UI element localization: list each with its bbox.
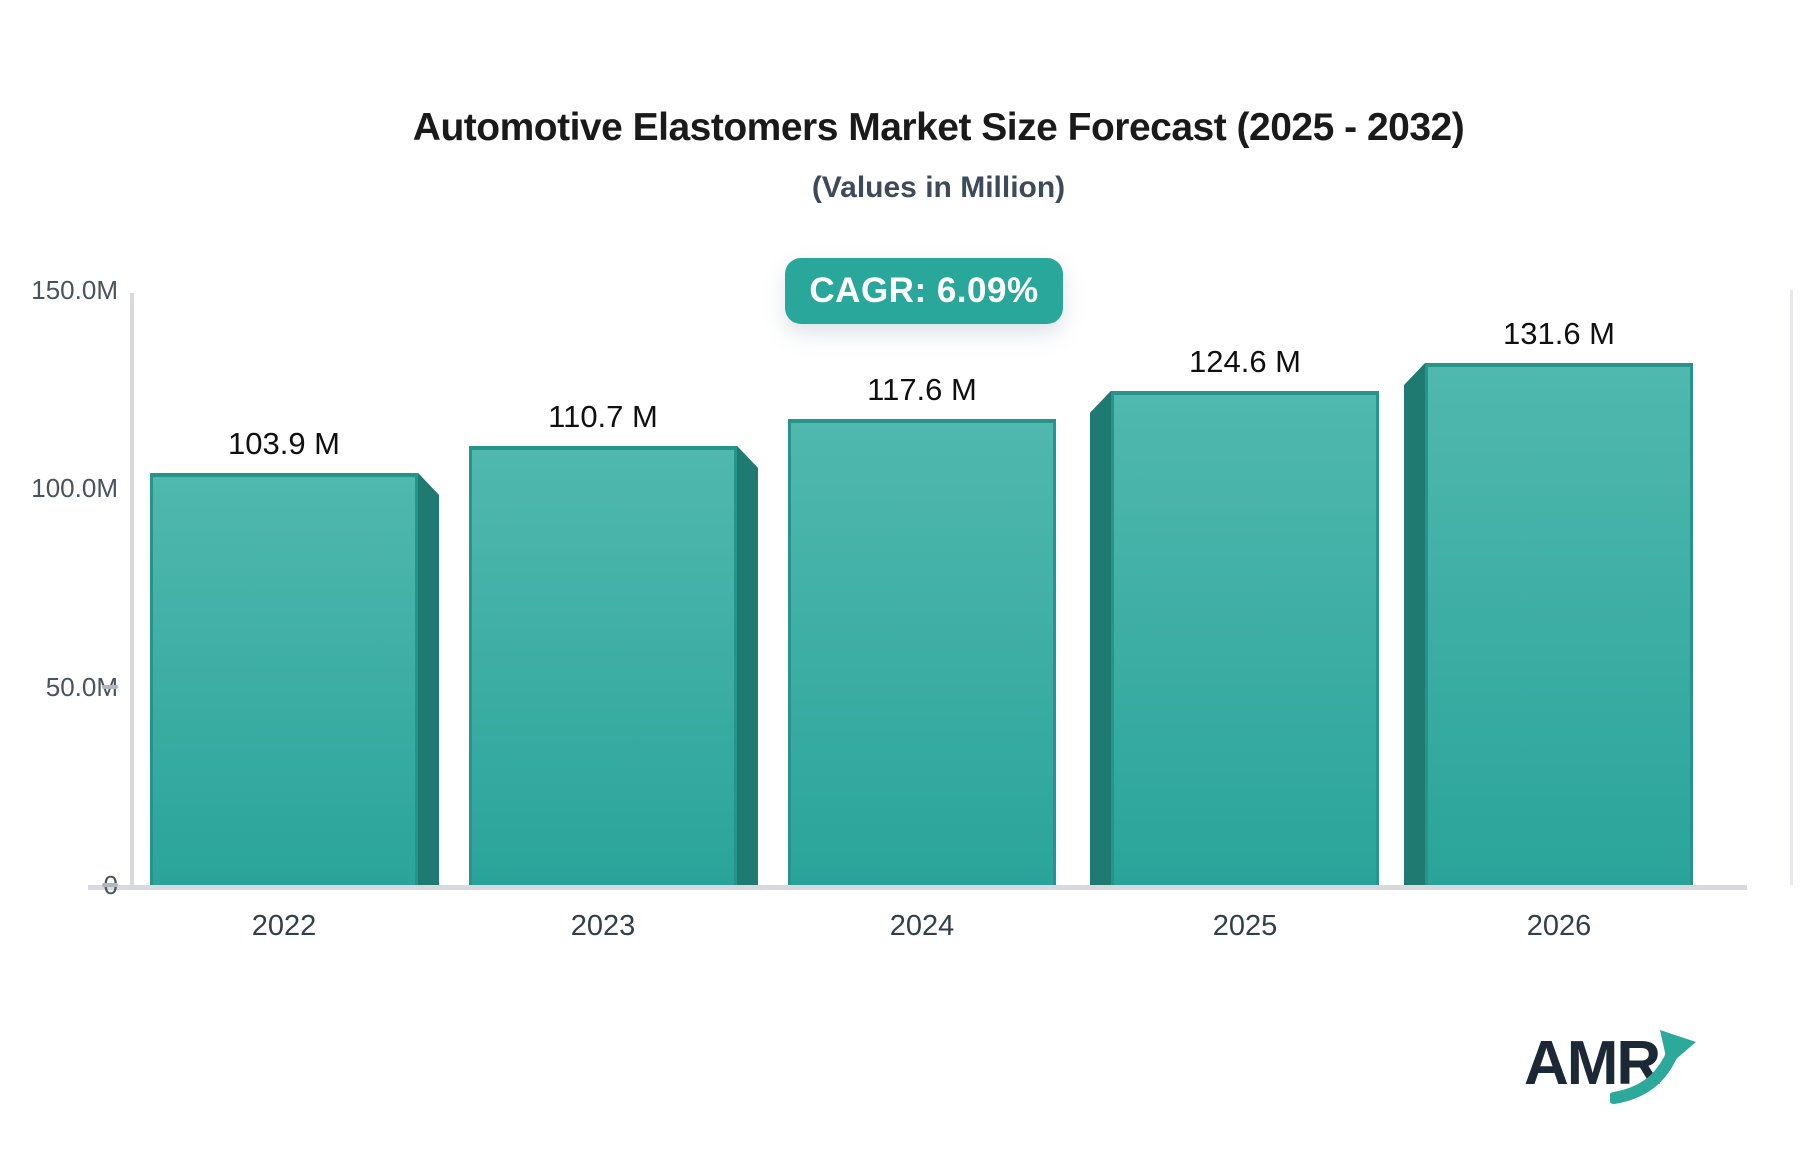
y-tick-mark	[102, 883, 118, 887]
bar-2026: 131.6 M	[1404, 316, 1693, 885]
bar-side-shade-2025	[1090, 390, 1111, 885]
bar-side-shade-2026	[1404, 363, 1425, 885]
bar-face-2024	[788, 418, 1056, 885]
bar-face-2026	[1425, 363, 1693, 885]
x-tick-label-2023: 2023	[570, 910, 636, 942]
bar-value-label-2025: 124.6 M	[1188, 343, 1301, 379]
bar-2024: 117.6 M	[788, 372, 1056, 885]
x-tick-label-2026: 2026	[1526, 910, 1592, 942]
growth-arrow-icon	[1610, 1030, 1696, 1104]
x-tick-label-2022: 2022	[251, 910, 317, 942]
x-axis-baseline	[88, 885, 1747, 890]
cagr-badge-label: CAGR: 6.09%	[809, 271, 1039, 310]
bar-value-label-2026: 131.6 M	[1502, 316, 1615, 351]
amr-logo: AMR	[1524, 1028, 1724, 1118]
bar-face-2023	[469, 445, 737, 885]
bar-2022: 103.9 M	[150, 426, 439, 885]
chart-subtitle: (Values in Million)	[811, 171, 1066, 204]
x-tick-label-2024: 2024	[889, 910, 955, 942]
bar-face-2025	[1111, 390, 1379, 885]
bar-value-label-2022: 103.9 M	[227, 425, 340, 461]
cagr-badge: CAGR: 6.09%	[785, 258, 1063, 324]
y-tick-label-100.0M: 100.0M	[31, 473, 118, 504]
x-tick-label-2025: 2025	[1212, 910, 1278, 942]
y-tick-mark	[102, 684, 118, 689]
bar-2025: 124.6 M	[1090, 344, 1379, 885]
bar-2023: 110.7 M	[469, 399, 758, 885]
y-tick-label-150.0M: 150.0M	[31, 275, 118, 305]
bar-side-shade-2023	[737, 445, 758, 885]
bar-value-label-2023: 110.7 M	[548, 398, 658, 434]
bar-face-2022	[150, 472, 418, 885]
bar-side-shade-2022	[418, 472, 439, 885]
y-axis-line	[130, 293, 134, 885]
plot-right-border	[1790, 290, 1793, 885]
bar-value-label-2024: 117.6 M	[867, 371, 977, 407]
page-title: Automotive Elastomers Market Size Foreca…	[412, 106, 1465, 149]
